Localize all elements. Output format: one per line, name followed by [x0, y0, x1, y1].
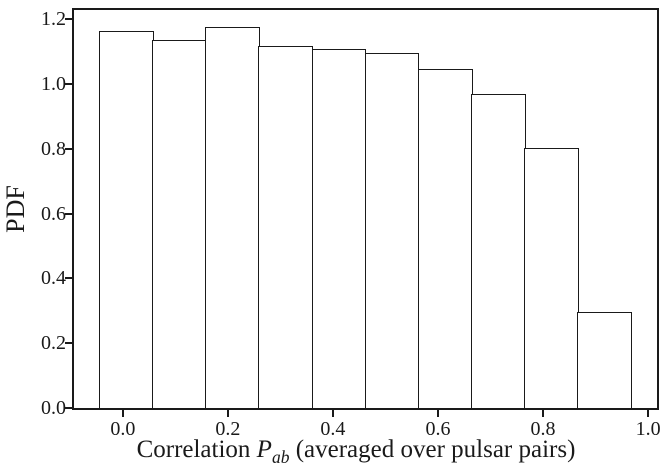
x-tick-label-0.2: 0.2 — [215, 418, 241, 440]
x-tick-label-0.0: 0.0 — [110, 418, 136, 440]
y-tick-mark-0.0 — [65, 407, 72, 409]
histogram-bar-0 — [98, 31, 154, 408]
y-tick-label-0.8: 0.8 — [41, 137, 66, 160]
y-tick-label-0.0: 0.0 — [41, 397, 66, 419]
histogram-bar-3 — [258, 45, 314, 408]
x-axis-label-prefix: Correlation — [136, 436, 257, 463]
histogram-bar-7 — [471, 93, 526, 408]
x-tick-mark-0.8 — [542, 410, 545, 417]
y-tick-mark-0.4 — [65, 277, 72, 280]
x-tick-mark-0.0 — [121, 410, 124, 417]
histogram-bar-2 — [205, 26, 260, 408]
histogram-bar-8 — [524, 147, 579, 408]
x-tick-mark-0.2 — [226, 410, 229, 417]
x-axis-label-variable: P — [256, 436, 272, 463]
x-tick-label-0.4: 0.4 — [320, 418, 346, 440]
y-tick-mark-0.8 — [65, 147, 72, 150]
y-tick-mark-1.2 — [65, 18, 72, 21]
y-tick-label-1.0: 1.0 — [41, 72, 66, 95]
x-tick-label-0.8: 0.8 — [530, 418, 556, 440]
y-tick-mark-0.2 — [65, 342, 72, 345]
x-tick-mark-0.6 — [436, 410, 439, 417]
y-tick-mark-1.0 — [65, 82, 72, 85]
x-axis-label: Correlation Pab (averaged over pulsar pa… — [136, 436, 576, 467]
histogram-bar-1 — [152, 39, 207, 408]
x-tick-label-0.6: 0.6 — [425, 418, 451, 440]
histogram-bar-9 — [577, 312, 632, 408]
y-tick-mark-0.6 — [65, 212, 72, 215]
x-tick-label-1.0: 1.0 — [635, 418, 661, 440]
x-tick-mark-1.0 — [647, 410, 650, 417]
histogram-bar-5 — [364, 53, 420, 408]
histogram-bar-4 — [311, 48, 367, 408]
y-tick-label-0.6: 0.6 — [41, 202, 66, 225]
y-tick-label-0.4: 0.4 — [41, 267, 66, 290]
plot-area: 0.0 0.2 0.4 0.6 0.8 1.0 0.0 0.2 0.4 0.6 0.8 1.0 1.2 — [41, 8, 661, 439]
x-tick-mark-0.4 — [331, 410, 334, 417]
x-axis-label-suffix: (averaged over pulsar pairs) — [289, 436, 576, 463]
y-tick-label-0.2: 0.2 — [41, 332, 66, 355]
x-axis-label-subscript: ab — [271, 447, 290, 467]
y-tick-label-1.2: 1.2 — [41, 8, 66, 31]
histogram-bar-6 — [417, 68, 473, 408]
